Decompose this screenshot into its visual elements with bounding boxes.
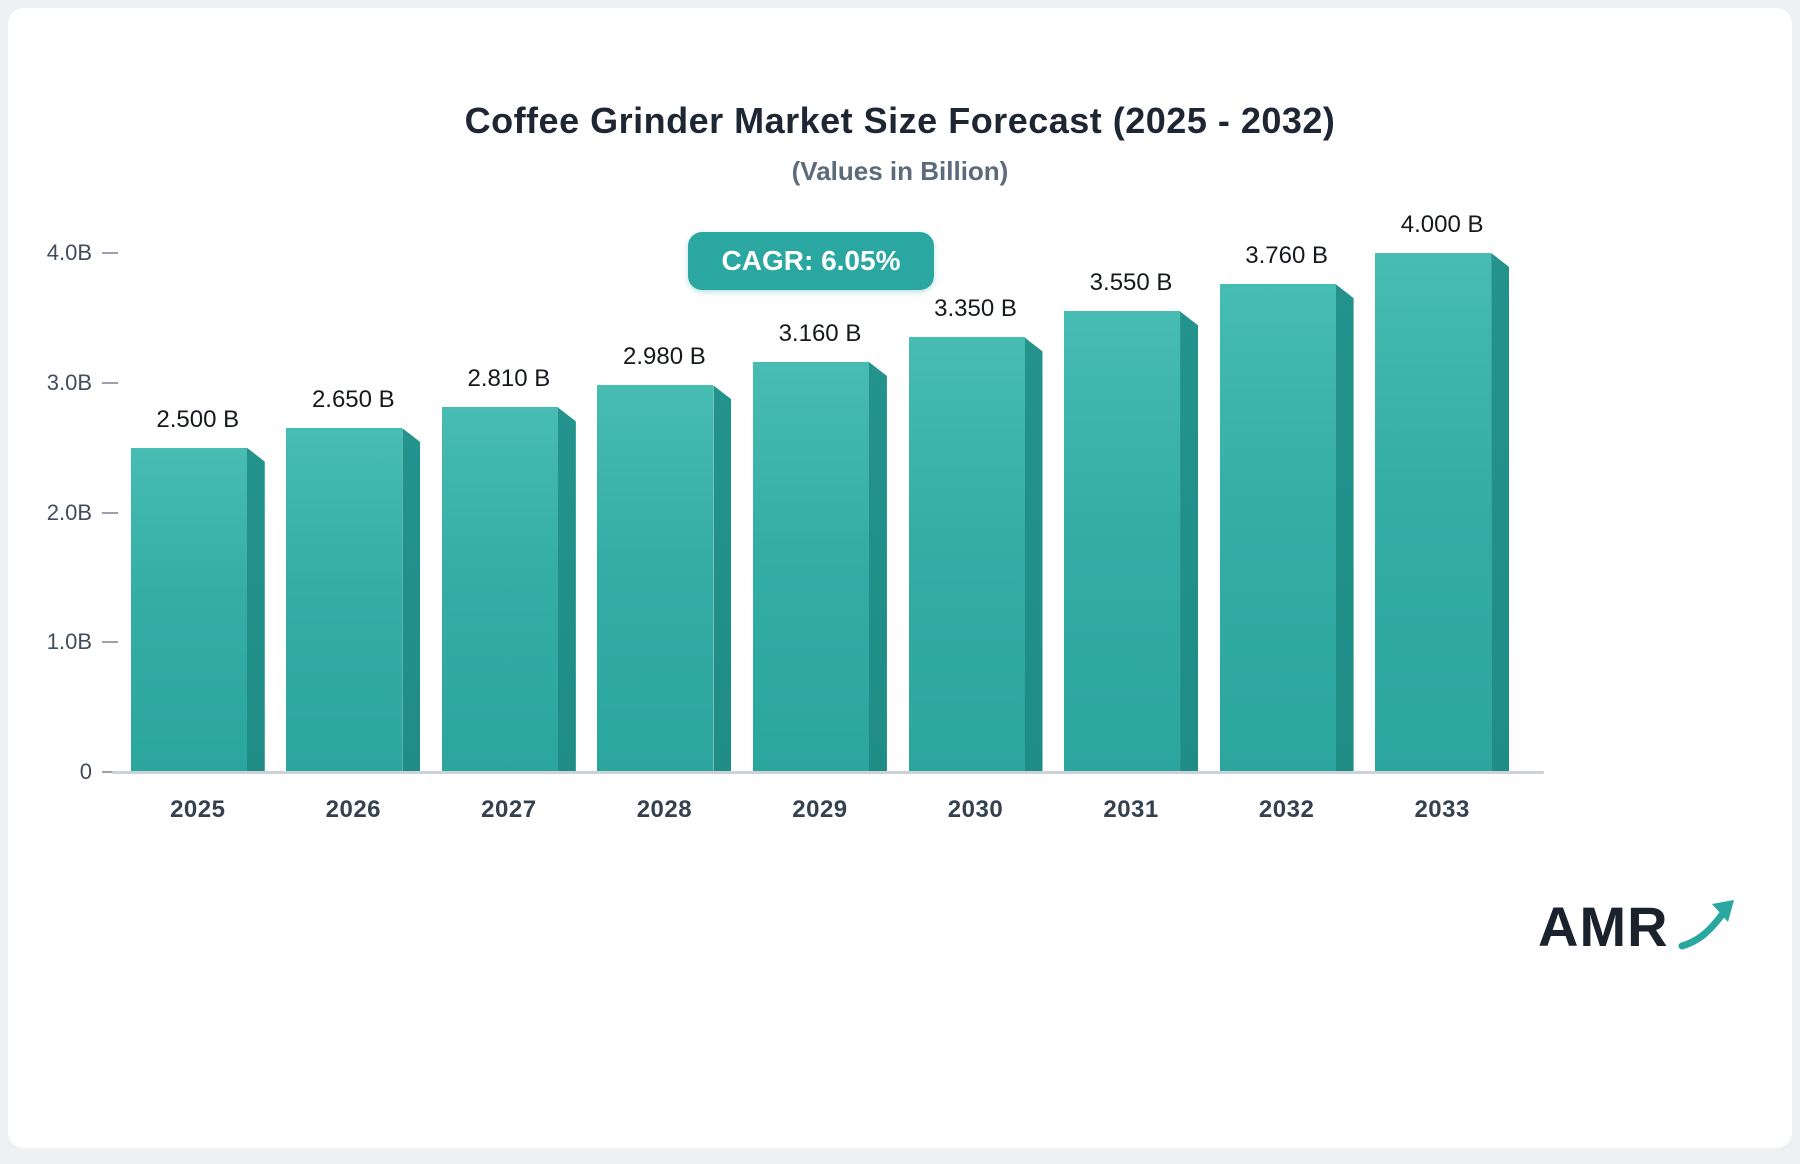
- y-tick: 3.0B: [8, 370, 118, 396]
- bar-face: [597, 385, 714, 772]
- bar: [1219, 284, 1354, 772]
- bar-group: 4.000 B 2033: [1367, 211, 1517, 823]
- bar-group: 3.550 B 2031: [1056, 253, 1206, 823]
- y-tick: 1.0B: [8, 629, 118, 655]
- cagr-badge: CAGR: 6.05%: [688, 232, 934, 290]
- bar-group: 2.500 B 2025: [123, 253, 273, 823]
- bar: [286, 428, 421, 772]
- x-tick-label: 2033: [1414, 796, 1470, 823]
- y-tick: 4.0B: [8, 240, 118, 266]
- y-tick-mark: [102, 641, 118, 644]
- chart-title: Coffee Grinder Market Size Forecast (202…: [464, 100, 1336, 141]
- x-tick-label: 2031: [1103, 796, 1159, 823]
- bars-container: 2.500 B 2025 2.650 B 2026 2.810 B 2027 2.980 B…: [120, 211, 1520, 823]
- bar-value-label: 4.000 B: [1400, 211, 1484, 238]
- bar-face: [286, 428, 403, 772]
- bar-group: 3.160 B 2029: [745, 253, 895, 823]
- y-tick-mark: [102, 771, 118, 773]
- x-tick-label: 2032: [1258, 796, 1315, 823]
- amr-logo: AMR: [1538, 894, 1734, 974]
- y-tick-mark: [102, 381, 118, 384]
- bar-face: [1219, 284, 1336, 772]
- y-tick: 0: [8, 759, 118, 785]
- cagr-badge-label: CAGR: 6.05%: [721, 245, 901, 276]
- bar-value-label: 3.760 B: [1245, 242, 1328, 270]
- x-tick-label: 2030: [947, 796, 1004, 823]
- y-tick-label: 2.0B: [46, 499, 92, 525]
- x-tick-label: 2027: [481, 796, 537, 823]
- y-tick-mark: [102, 511, 118, 514]
- amr-logo-arrow-icon: [1678, 900, 1734, 950]
- x-tick-label: 2028: [636, 796, 693, 823]
- bar-value-label: 2.980 B: [623, 343, 706, 371]
- plot-area: 2.500 B 2025 2.650 B 2026 2.810 B 2027 2.980 B…: [112, 211, 1544, 823]
- x-tick-label: 2029: [792, 796, 848, 823]
- y-tick-mark: [102, 252, 118, 254]
- bar-face: [441, 407, 558, 772]
- y-tick-label: 1.0B: [46, 629, 92, 655]
- bar-face: [752, 362, 869, 772]
- chart-card: Coffee Grinder Market Size Forecast (202…: [8, 8, 1792, 1148]
- bar-side-shade: [1024, 337, 1043, 772]
- bar-value-label: 2.500 B: [156, 405, 240, 433]
- bar-side-shade: [713, 385, 732, 772]
- bar-group: 2.980 B 2028: [589, 253, 739, 823]
- bar-side-shade: [1335, 284, 1354, 772]
- y-tick: 2.0B: [8, 500, 118, 526]
- bar-group: 2.810 B 2027: [434, 253, 584, 823]
- x-tick-label: 2026: [325, 796, 382, 823]
- bar-group: 3.350 B 2030: [901, 253, 1051, 823]
- x-axis-line: [112, 771, 1544, 774]
- bar-group: 2.650 B 2026: [278, 253, 428, 823]
- bar-face: [908, 337, 1025, 772]
- bar-value-label: 2.650 B: [311, 386, 395, 414]
- bar-face: [1064, 311, 1181, 772]
- bar-side-shade: [868, 362, 887, 772]
- bar: [1064, 311, 1199, 772]
- bar-side-shade: [1180, 311, 1199, 772]
- y-tick-label: 3.0B: [46, 369, 92, 395]
- bar-group: 3.760 B 2032: [1212, 242, 1362, 823]
- amr-logo-text: AMR: [1538, 895, 1669, 958]
- chart-subtitle: (Values in Billion): [791, 156, 1009, 186]
- bar-side-shade: [1491, 253, 1510, 772]
- bar-face: [130, 447, 247, 772]
- bar-value-label: 3.350 B: [934, 295, 1017, 323]
- bar: [1375, 253, 1510, 772]
- bar-value-label: 3.550 B: [1089, 269, 1173, 297]
- bar-side-shade: [557, 407, 576, 772]
- bar: [597, 385, 732, 772]
- bar: [752, 362, 887, 772]
- y-axis: 0 1.0B 2.0B 3.0B 4.0B: [8, 240, 118, 784]
- bar: [908, 337, 1043, 772]
- bar: [441, 407, 576, 772]
- bar-value-label: 3.160 B: [778, 320, 862, 347]
- bar: [130, 447, 265, 772]
- x-tick-label: 2025: [170, 796, 226, 823]
- bar-side-shade: [402, 428, 421, 772]
- y-tick-label: 4.0B: [46, 240, 92, 265]
- y-tick-label: 0: [79, 759, 92, 784]
- bar-face: [1375, 253, 1492, 772]
- bar-side-shade: [246, 447, 265, 772]
- bar-value-label: 2.810 B: [467, 365, 551, 393]
